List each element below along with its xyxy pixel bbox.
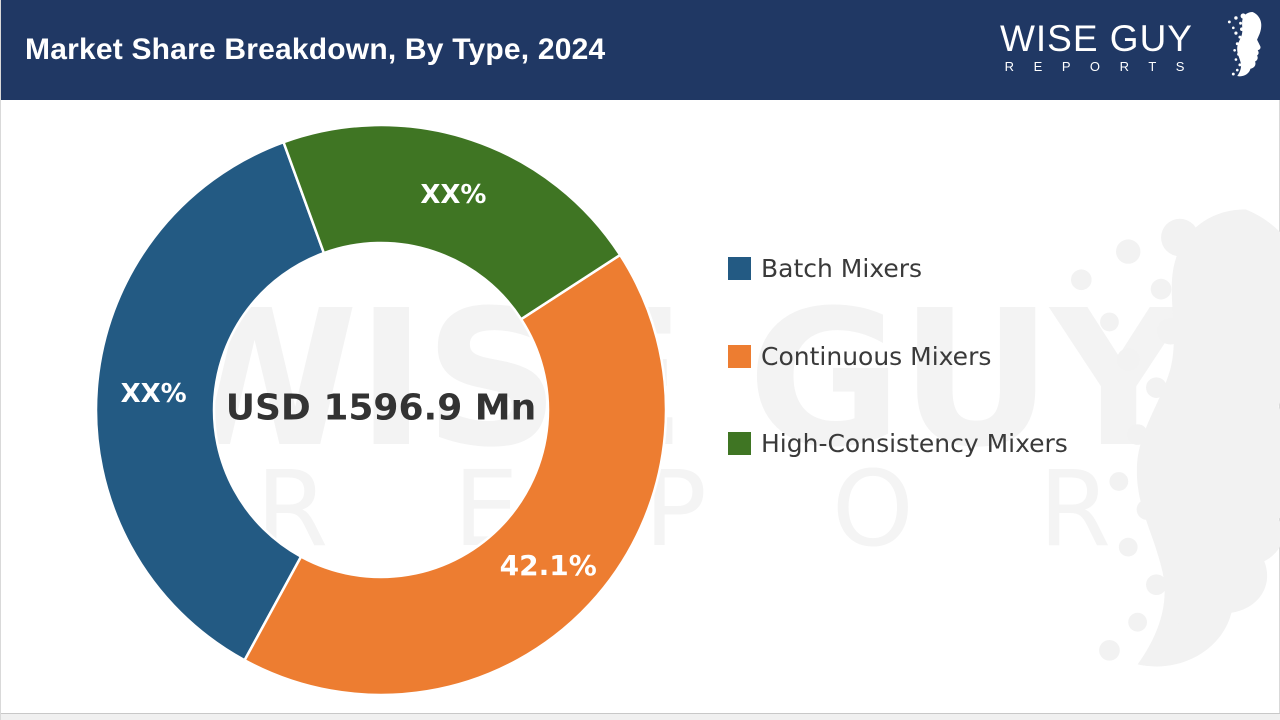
legend-item-batch-mixers: Batch Mixers <box>728 255 1068 283</box>
legend-swatch-icon <box>728 344 751 368</box>
slice-percentage-label: XX% <box>420 180 486 210</box>
chart-center-total: USD 1596.9 Mn <box>225 387 537 429</box>
page-bottom-strip <box>1 713 1280 720</box>
pie-slice <box>94 140 326 662</box>
logo-face-icon <box>1197 10 1263 84</box>
chart-legend: Batch Mixers Continuous Mixers High-Cons… <box>728 255 1068 458</box>
slice-percentage-label: XX% <box>121 379 187 409</box>
pie-slice <box>243 253 668 697</box>
legend-swatch-icon <box>728 432 751 456</box>
wise-guy-reports-logo: WISE GUY R E P O R T S <box>1000 10 1263 84</box>
legend-label: Continuous Mixers <box>761 341 992 371</box>
header-bar: Market Share Breakdown, By Type, 2024 WI… <box>1 0 1280 100</box>
legend-label: High-Consistency Mixers <box>761 429 1068 458</box>
logo-reports-text: R E P O R T S <box>1004 59 1193 75</box>
pie-slice <box>282 123 622 321</box>
legend-label: Batch Mixers <box>761 254 923 283</box>
logo-text: WISE GUY R E P O R T S <box>999 17 1193 75</box>
legend-item-continuous-mixers: Continuous Mixers <box>728 341 1068 371</box>
legend-swatch-icon <box>728 257 751 281</box>
page-title: Market Share Breakdown, By Type, 2024 <box>25 33 606 66</box>
logo-wordmark: WISE GUY <box>999 17 1193 59</box>
slice-percentage-label: 42.1% <box>500 549 597 582</box>
legend-item-high-consistency-mixers: High-Consistency Mixers <box>728 430 1068 458</box>
